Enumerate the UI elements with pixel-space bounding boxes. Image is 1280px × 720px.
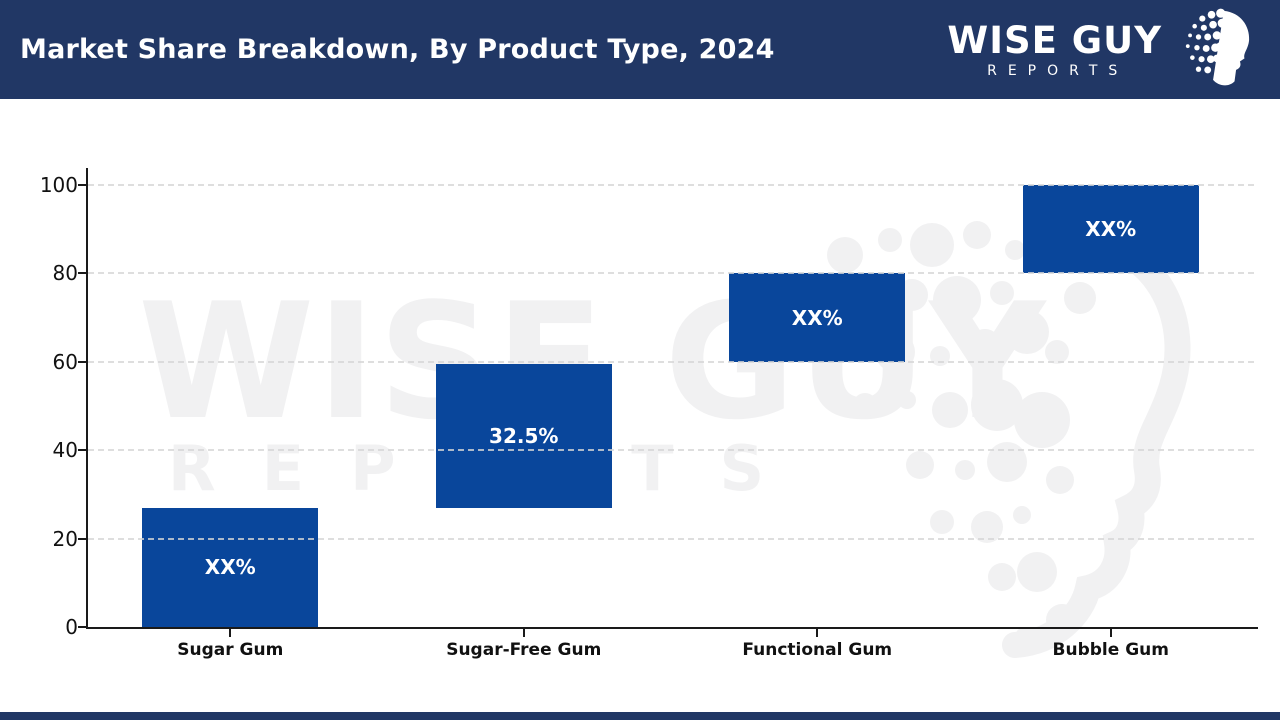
gridline-20: [88, 537, 1254, 540]
bar-sugar-gum: XX%: [142, 507, 319, 627]
bar-bubble-gum: XX%: [1022, 185, 1199, 274]
x-axis-spine: [86, 627, 1258, 629]
brand-logo-text: WISE GUY REPORTS: [947, 22, 1162, 78]
x-tick-mark: [522, 629, 525, 637]
x-axis-label-sugar-gum: Sugar Gum: [177, 640, 284, 660]
footer-bar: [0, 712, 1280, 720]
brand-logo: WISE GUY REPORTS: [947, 6, 1256, 94]
y-tick-mark: [78, 449, 86, 452]
y-tick-mark: [78, 537, 86, 540]
y-tick-label: 40: [52, 438, 78, 463]
y-tick-label: 80: [52, 261, 78, 286]
bar-value-label: 32.5%: [489, 423, 559, 448]
y-tick-label: 100: [39, 173, 78, 197]
x-tick-mark: [1109, 629, 1112, 637]
y-tick-mark: [78, 626, 86, 628]
brand-subname: REPORTS: [987, 62, 1129, 79]
y-tick-label: 20: [52, 526, 78, 551]
bar-value-label: XX%: [204, 555, 256, 580]
gridline-40: [88, 449, 1254, 452]
brand-name: WISE GUY: [947, 18, 1162, 62]
bar-functional-gum: XX%: [729, 273, 906, 362]
y-tick-label: 60: [52, 349, 78, 374]
gridline-80: [88, 272, 1254, 275]
x-tick-mark: [816, 629, 819, 637]
bar-sugar-free-gum: 32.5%: [435, 364, 612, 508]
y-axis-spine: [86, 168, 88, 628]
x-axis-label-functional-gum: Functional Gum: [742, 640, 893, 660]
brand-head-icon: [1185, 8, 1250, 85]
gridline-60: [88, 360, 1254, 363]
bar-value-label: XX%: [791, 305, 843, 330]
gridline-100: [88, 184, 1254, 186]
page-title: Market Share Breakdown, By Product Type,…: [20, 34, 775, 65]
y-tick-mark: [78, 184, 86, 186]
x-axis-label-sugar-free-gum: Sugar-Free Gum: [446, 640, 602, 660]
header-banner: Market Share Breakdown, By Product Type,…: [0, 0, 1280, 99]
y-tick-label: 0: [65, 615, 78, 639]
y-tick-mark: [78, 272, 86, 275]
x-axis-label-bubble-gum: Bubble Gum: [1052, 640, 1169, 660]
bar-value-label: XX%: [1085, 217, 1137, 242]
y-tick-mark: [78, 360, 86, 363]
x-tick-mark: [229, 629, 232, 637]
